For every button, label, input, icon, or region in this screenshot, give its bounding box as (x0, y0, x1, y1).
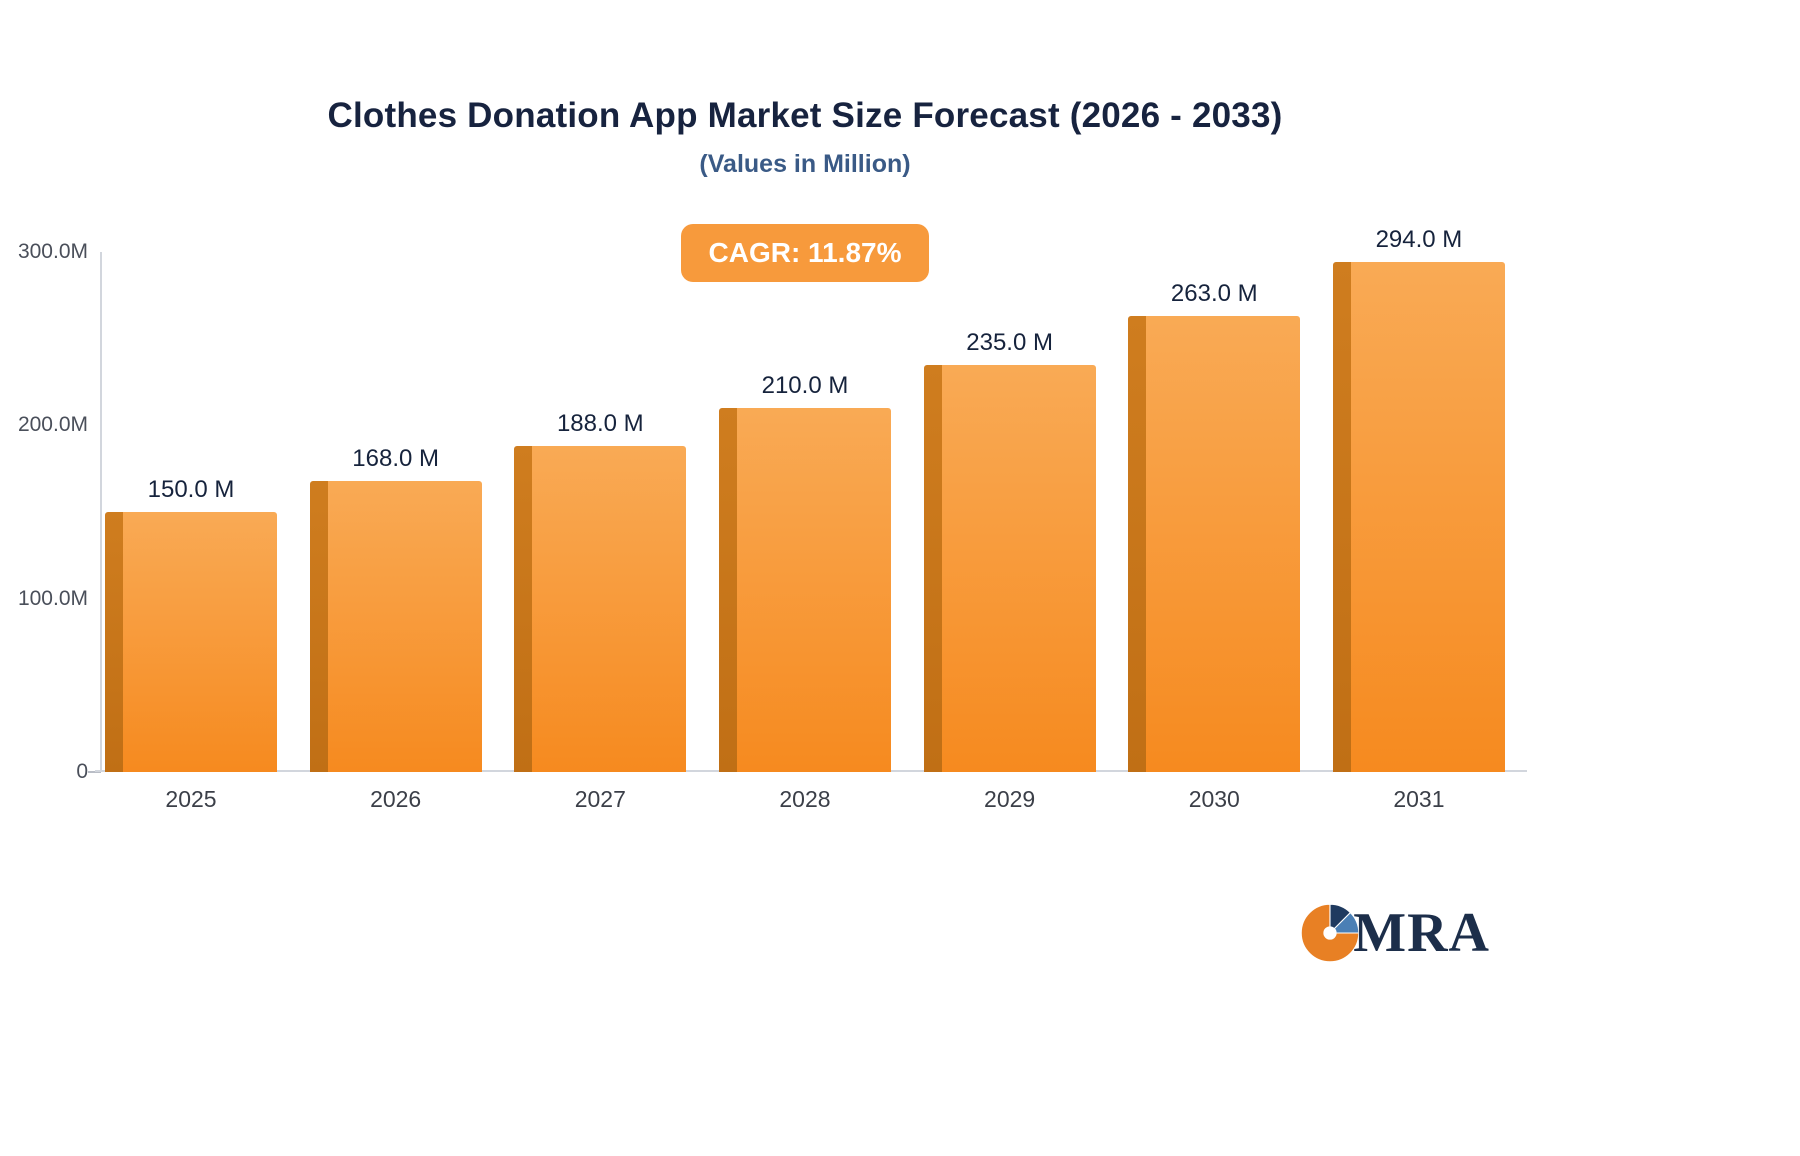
y-tick-label: 300.0M (17, 240, 88, 263)
bar-face (327, 481, 482, 772)
bar-group: 294.0 M (1332, 226, 1505, 772)
cagr-badge-wrap: CAGR: 11.87% (0, 224, 1610, 282)
x-axis-labels: 2025 2026 2027 2028 2029 2030 2031 (105, 786, 1505, 813)
bar-value-label: 263.0 M (1170, 280, 1258, 307)
bar-group: 150.0 M (105, 476, 277, 772)
bar-face (736, 408, 891, 772)
bar (718, 408, 891, 772)
bar-group: 210.0 M (718, 372, 891, 772)
chart-title: Clothes Donation App Market Size Forecas… (327, 96, 1283, 135)
bar (1332, 262, 1505, 772)
bar-side-shade (514, 446, 533, 772)
bar-value-label: 210.0 M (761, 372, 849, 399)
bar-face (1146, 316, 1301, 772)
bar-value-label: 168.0 M (352, 445, 440, 472)
x-tick-label: 2026 (370, 786, 422, 812)
y-tick-label: 0 (76, 760, 88, 783)
mra-logo: MRA (1299, 901, 1490, 965)
mra-logo-pie-icon (1300, 903, 1360, 963)
x-tick-label: 2031 (1393, 786, 1445, 812)
mra-logo-text: MRA (1353, 902, 1490, 964)
bar (105, 512, 277, 772)
y-tick-label: 200.0M (17, 413, 88, 436)
bars-row: 150.0 M 168.0 M 188.0 M 210.0 M 235.0 M 263.0… (105, 226, 1505, 772)
bar (514, 446, 687, 772)
bar-face (941, 365, 1096, 772)
bar-group: 263.0 M (1128, 280, 1301, 772)
bar-face (123, 512, 277, 772)
bar (923, 365, 1096, 772)
bar-group: 188.0 M (514, 410, 687, 772)
bar-side-shade (1128, 316, 1147, 772)
x-tick-label: 2030 (1188, 786, 1240, 812)
x-tick-label: 2028 (779, 786, 831, 812)
x-tick-label: 2029 (984, 786, 1036, 812)
bar-value-label: 235.0 M (966, 329, 1053, 356)
bar-side-shade (105, 512, 123, 772)
y-tick-label: 100.0M (17, 587, 88, 610)
x-tick-label: 2025 (165, 786, 217, 812)
bar-face (1350, 262, 1505, 772)
bar-group: 168.0 M (309, 445, 482, 772)
bar-value-label: 150.0 M (147, 476, 235, 503)
bar (309, 481, 482, 772)
x-tick-label: 2027 (574, 786, 626, 812)
bar (1128, 316, 1301, 772)
bar-group: 235.0 M (923, 329, 1096, 772)
bar-face (532, 446, 687, 772)
y-tick-mark (88, 771, 101, 773)
cagr-badge: CAGR: 11.87% (680, 224, 930, 282)
bar-side-shade (1332, 262, 1351, 772)
chart-subtitle: (Values in Million) (699, 150, 911, 178)
bar-side-shade (309, 481, 328, 772)
y-axis-line (100, 252, 102, 772)
bar-value-label: 188.0 M (556, 410, 644, 437)
bar-value-label: 294.0 M (1375, 226, 1463, 253)
bar-side-shade (923, 365, 942, 772)
bar-side-shade (718, 408, 737, 772)
